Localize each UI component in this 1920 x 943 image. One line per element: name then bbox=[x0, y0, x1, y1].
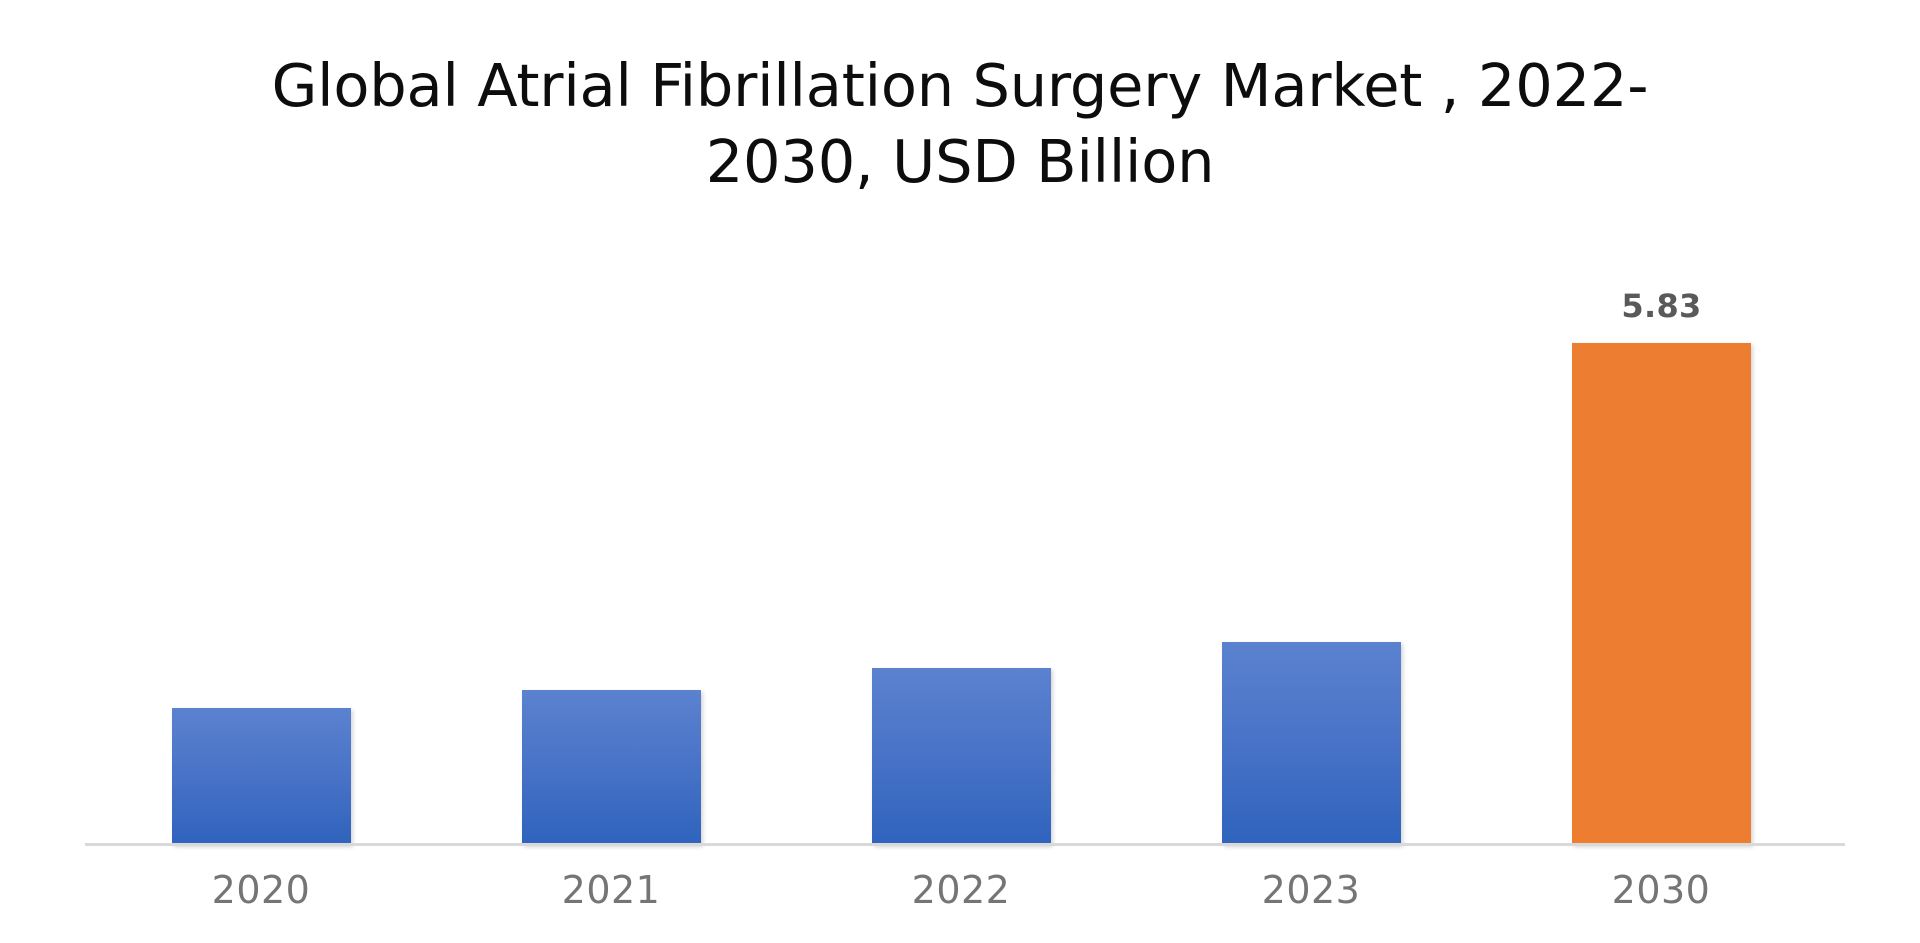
bar-2030[interactable] bbox=[1572, 343, 1751, 845]
bar-2023[interactable] bbox=[1222, 642, 1401, 845]
x-axis-label-2022: 2022 bbox=[911, 868, 1011, 912]
bar-2022[interactable] bbox=[872, 668, 1051, 845]
x-axis-label-2023: 2023 bbox=[1261, 868, 1361, 912]
data-label-2030: 5.83 bbox=[1621, 287, 1702, 325]
chart-title: Global Atrial Fibrillation Surgery Marke… bbox=[271, 51, 1649, 196]
x-axis-label-2030: 2030 bbox=[1611, 868, 1711, 912]
x-axis-label-2021: 2021 bbox=[561, 868, 661, 912]
x-axis-label-2020: 2020 bbox=[211, 868, 311, 912]
bar-rect-2023 bbox=[1222, 642, 1401, 845]
bar-rect-2022 bbox=[872, 668, 1051, 845]
bar-2020[interactable] bbox=[172, 708, 351, 845]
bar-rect-2021 bbox=[522, 690, 701, 845]
bar-2021[interactable] bbox=[522, 690, 701, 845]
bar-rect-2030 bbox=[1572, 343, 1751, 845]
bar-rect-2020 bbox=[172, 708, 351, 845]
category-axis-line bbox=[85, 843, 1845, 846]
